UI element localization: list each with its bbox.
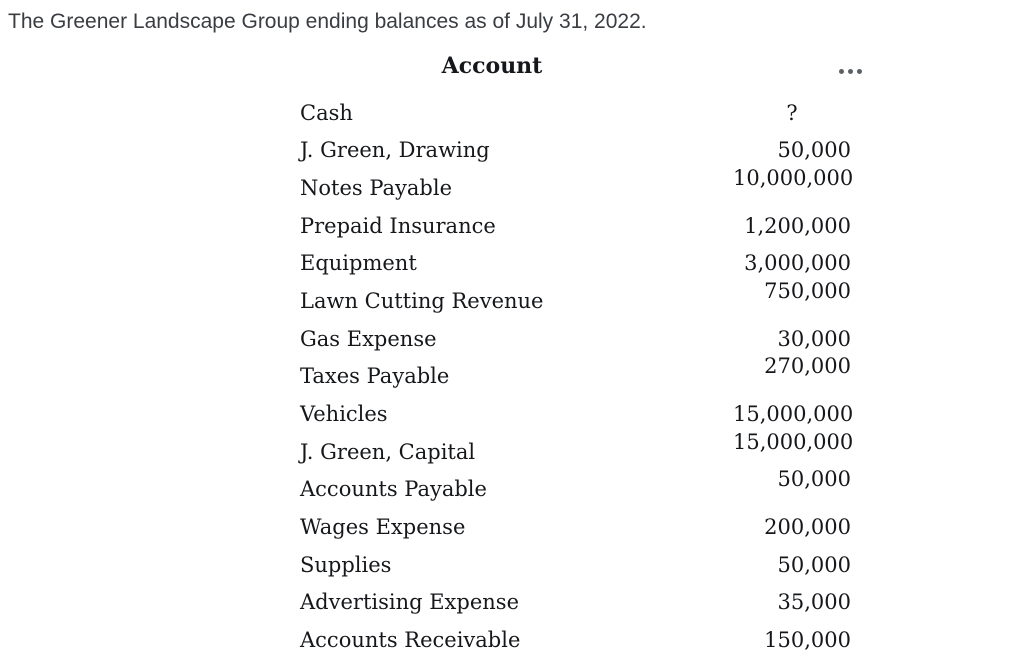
account-balance: 15,000,000 <box>733 429 854 454</box>
table-row: Vehicles 15,000,000 <box>300 395 854 433</box>
table-row: J. Green, Drawing 50,000 <box>300 132 851 170</box>
table-row: Supplies 50,000 <box>300 546 851 584</box>
table-row: Lawn Cutting Revenue 750,000 <box>300 279 851 320</box>
account-name: Gas Expense <box>300 326 437 351</box>
account-balance: 10,000,000 <box>733 166 854 191</box>
account-name: Accounts Receivable <box>300 627 521 652</box>
ellipsis-icon <box>856 68 862 74</box>
account-name: Supplies <box>300 552 392 577</box>
table-row: Accounts Receivable 150,000 <box>300 621 851 659</box>
account-balance: 3,000,000 <box>744 251 851 276</box>
ellipsis-icon <box>838 68 844 74</box>
account-balance: 750,000 <box>764 279 851 304</box>
account-balance: 150,000 <box>764 627 851 652</box>
table-row: J. Green, Capital 15,000,000 <box>300 429 854 471</box>
account-name: Equipment <box>300 251 417 276</box>
account-name: Taxes Payable <box>300 364 450 389</box>
account-name: Vehicles <box>300 401 388 426</box>
table-row: Equipment 3,000,000 <box>300 245 851 283</box>
account-name: Accounts Payable <box>300 477 487 502</box>
account-name: J. Green, Drawing <box>300 138 490 163</box>
table-row: Advertising Expense 35,000 <box>300 583 851 621</box>
more-options-button[interactable] <box>830 59 870 83</box>
account-balance: ? <box>786 100 798 125</box>
account-balance: 35,000 <box>777 590 851 615</box>
account-balance: 15,000,000 <box>733 401 854 426</box>
table-row: Accounts Payable 50,000 <box>300 467 851 508</box>
table-row: Notes Payable 10,000,000 <box>300 166 854 207</box>
account-name: Wages Expense <box>300 514 466 539</box>
ellipsis-icon <box>847 68 853 74</box>
account-table-body: Cash ? J. Green, Drawing 50,000 Notes Pa… <box>300 94 854 659</box>
account-balance: 50,000 <box>777 138 851 163</box>
account-balance: 270,000 <box>764 354 851 379</box>
table-row: Gas Expense 30,000 <box>300 320 851 358</box>
account-name: J. Green, Capital <box>300 439 476 464</box>
table-row: Cash ? <box>300 94 851 132</box>
table-header-account: Account <box>441 53 543 79</box>
account-balance: 1,200,000 <box>744 213 851 238</box>
account-balance: 200,000 <box>764 514 851 539</box>
page-title: The Greener Landscape Group ending balan… <box>8 10 647 33</box>
account-name: Cash <box>300 100 353 125</box>
account-name: Notes Payable <box>300 176 453 201</box>
account-name: Advertising Expense <box>300 590 520 615</box>
account-balance: 30,000 <box>777 326 851 351</box>
table-row: Prepaid Insurance 1,200,000 <box>300 207 851 245</box>
account-balance: 50,000 <box>777 467 851 492</box>
account-name: Lawn Cutting Revenue <box>300 289 544 314</box>
account-balance: 50,000 <box>777 552 851 577</box>
account-name: Prepaid Insurance <box>300 213 496 238</box>
table-row: Taxes Payable 270,000 <box>300 354 851 395</box>
table-row: Wages Expense 200,000 <box>300 508 851 546</box>
